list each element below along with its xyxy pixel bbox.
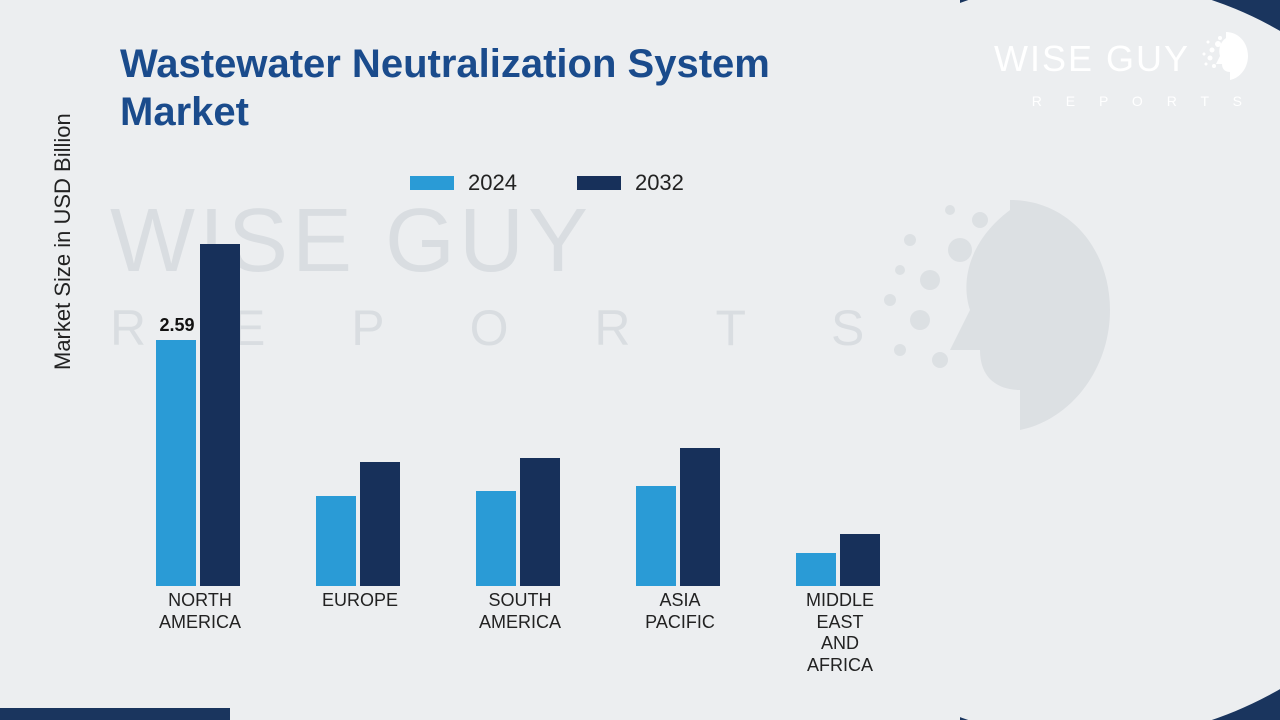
bar-2024	[156, 340, 196, 586]
bar-2032	[520, 458, 560, 586]
chart-area: Market Size in USD Billion 2024 2032 2.5…	[60, 170, 930, 710]
plot-region: 2.59	[140, 206, 930, 586]
bar-2024	[636, 486, 676, 586]
legend-swatch-2024	[410, 176, 454, 190]
y-axis-label: Market Size in USD Billion	[50, 113, 76, 370]
bar-value-label: 2.59	[140, 315, 214, 336]
bar-2032	[840, 534, 880, 586]
brand-logo-line2: R E P O R T S	[994, 93, 1252, 109]
legend: 2024 2032	[410, 170, 684, 196]
category-label: SOUTHAMERICA	[450, 590, 590, 633]
bar-2024	[796, 553, 836, 586]
legend-label-2024: 2024	[468, 170, 517, 196]
legend-label-2032: 2032	[635, 170, 684, 196]
brand-logo-line1: WISE GUY	[994, 41, 1190, 77]
legend-swatch-2032	[577, 176, 621, 190]
bar-2032	[680, 448, 720, 586]
brand-logo: WISE GUY R E P O R T S	[994, 28, 1252, 109]
category-label: EUROPE	[290, 590, 430, 612]
category-label: MIDDLEEASTANDAFRICA	[770, 590, 910, 676]
bar-2024	[316, 496, 356, 586]
page-root: WISE GUY R E P O R T S Wastewater Neutra…	[0, 0, 1280, 720]
chart-title: Wastewater Neutralization System Market	[120, 40, 860, 136]
brand-head-icon	[1196, 28, 1252, 89]
category-label: ASIAPACIFIC	[610, 590, 750, 633]
category-label: NORTHAMERICA	[130, 590, 270, 633]
legend-item-2032: 2032	[577, 170, 684, 196]
legend-item-2024: 2024	[410, 170, 517, 196]
bar-2032	[200, 244, 240, 586]
bar-2032	[360, 462, 400, 586]
bar-2024	[476, 491, 516, 586]
